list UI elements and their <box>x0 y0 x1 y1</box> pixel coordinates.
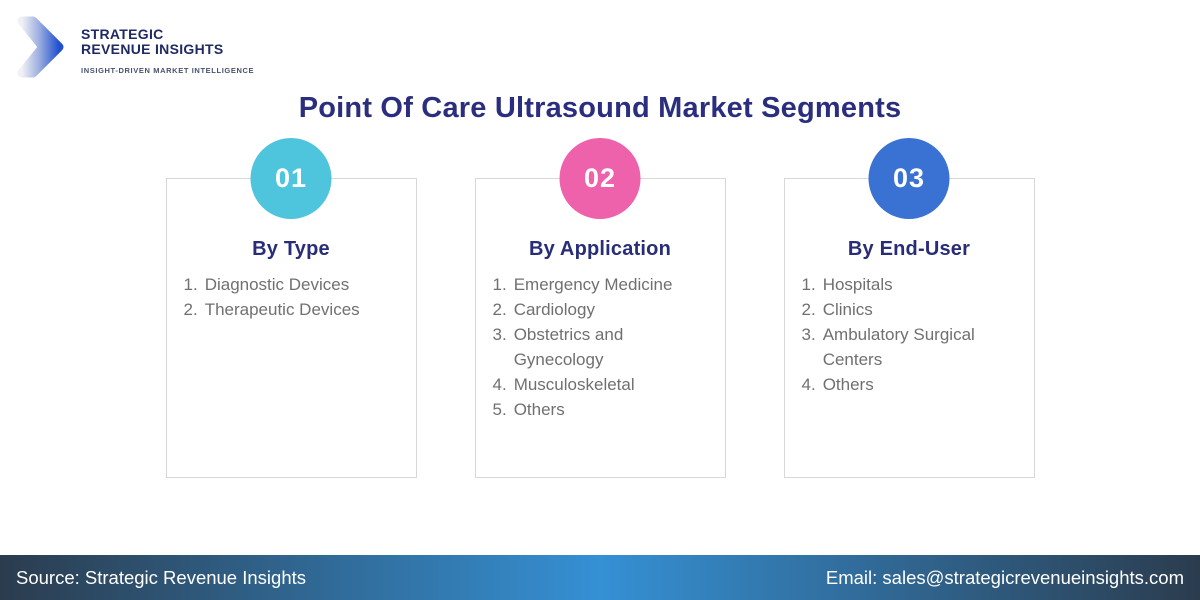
list-item: 3. Ambulatory Surgical Centers <box>801 325 975 369</box>
list-item: 2. Cardiology <box>492 300 595 319</box>
list-item: 3. Obstetrics and Gynecology <box>492 325 624 369</box>
list-item: 4. Others <box>801 375 874 394</box>
footer-email: Email: sales@strategicrevenueinsights.co… <box>825 566 1184 588</box>
page-title: Point Of Care Ultrasound Market Segments <box>298 92 902 124</box>
list-item: 2. Therapeutic Devices <box>183 300 360 319</box>
logo-text: STRATEGIC REVENUE INSIGHTS INSIGHT-DRIVE… <box>81 26 255 76</box>
logo-line-1: STRATEGIC <box>81 26 164 42</box>
list-item: 1. Emergency Medicine <box>492 275 673 294</box>
list-item: 1. Hospitals <box>801 275 893 294</box>
chevron-logo-icon <box>17 16 64 78</box>
card-heading: By End-User <box>847 238 971 260</box>
card-number-badge: 02 <box>559 138 641 219</box>
card-heading: By Type <box>252 238 330 260</box>
list-item: 4. Musculoskeletal <box>492 375 635 394</box>
card-number-badge: 01 <box>250 138 332 219</box>
card-list: 1. Hospitals 2. Clinics 3. Ambulatory Surgica… <box>802 272 1020 397</box>
card-by-type: 01 By Type 1. Diagnostic Devices 2. Therape… <box>165 138 417 478</box>
card-by-end-user: 03 By End-User 1. Hospitals 2. Clinics 3. Amb… <box>783 138 1035 478</box>
list-item: 2. Clinics <box>801 300 873 319</box>
card-list: 1. Diagnostic Devices 2. Therapeutic Device… <box>184 272 402 322</box>
card-by-application: 02 By Application 1. Emergency Medicine 2.… <box>474 138 726 478</box>
segment-cards: 01 By Type 1. Diagnostic Devices 2. Therape… <box>0 138 1200 478</box>
logo-line-2: REVENUE INSIGHTS <box>81 41 224 57</box>
logo-tagline: INSIGHT-DRIVEN MARKET INTELLIGENCE <box>81 66 255 75</box>
card-heading: By Application <box>528 238 672 260</box>
company-logo: STRATEGIC REVENUE INSIGHTS INSIGHT-DRIVE… <box>17 16 254 78</box>
card-list: 1. Emergency Medicine 2. Cardiology 3. Obstet… <box>493 272 711 422</box>
footer-bar: Source: Strategic Revenue Insights Email… <box>0 555 1200 600</box>
card-number-badge: 03 <box>868 138 950 219</box>
footer-source: Source: Strategic Revenue Insights <box>16 566 306 588</box>
list-item: 1. Diagnostic Devices <box>183 275 350 294</box>
list-item: 5. Others <box>492 400 565 419</box>
